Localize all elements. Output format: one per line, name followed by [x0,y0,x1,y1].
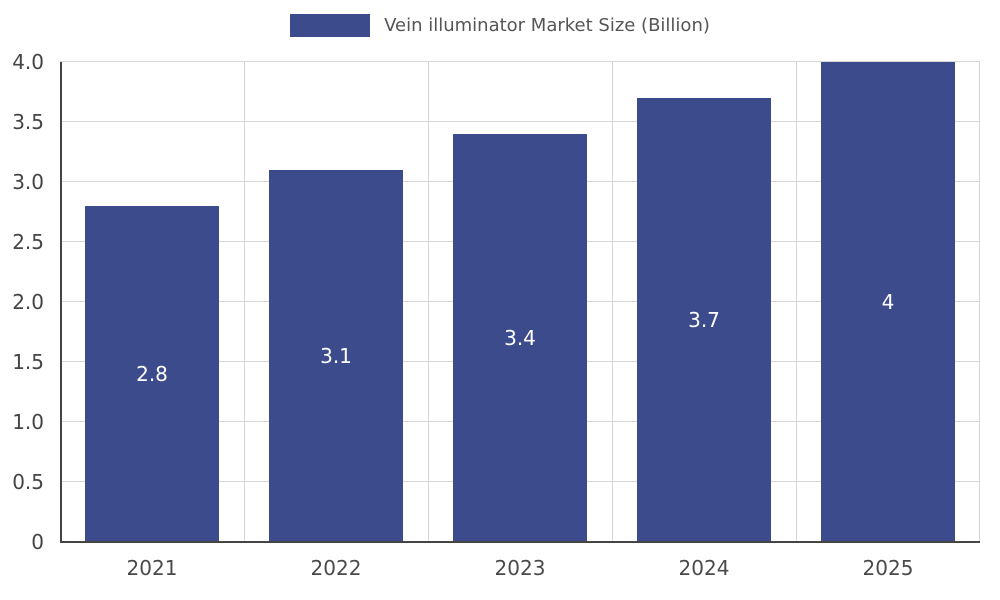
y-tick-label: 4.0 [12,50,44,74]
bar-2021: 2.8 [85,206,219,542]
y-tick-label: 3.5 [12,110,44,134]
x-tick-label: 2024 [678,556,730,580]
y-axis: 0 0.5 1.0 1.5 2.0 2.5 3.0 3.5 4.0 [0,50,56,558]
bar-value-label: 4 [881,290,895,314]
x-tick-label: 2021 [126,556,178,580]
y-tick-label: 0.5 [12,470,44,494]
y-tick-label: 1.0 [12,410,44,434]
v-gridline [612,62,613,542]
legend-label: Vein illuminator Market Size (Billion) [384,15,710,36]
v-gridline [796,62,797,542]
plot-area: 2.8 3.1 3.4 3.7 4 [60,61,980,543]
y-tick-label: 2.5 [12,230,44,254]
h-gridline [60,121,980,122]
bar-2024: 3.7 [637,98,771,542]
x-tick-label: 2022 [310,556,362,580]
x-tick-label: 2025 [862,556,914,580]
y-tick-label: 2.0 [12,290,44,314]
bar-value-label: 3.1 [320,344,352,368]
bar-value-label: 3.7 [688,308,720,332]
bar-value-label: 2.8 [136,362,168,386]
bar-2022: 3.1 [269,170,403,542]
legend-swatch [290,14,371,37]
bar-2023: 3.4 [453,134,587,542]
v-gridline [428,62,429,542]
plot-right-border [979,62,980,542]
y-tick-label: 3.0 [12,170,44,194]
y-axis-line [60,62,62,542]
x-axis-line [60,541,980,543]
legend: Vein illuminator Market Size (Billion) [0,14,1000,37]
v-gridline [244,62,245,542]
y-tick-label: 0 [31,530,44,554]
h-gridline [60,61,980,62]
y-tick-label: 1.5 [12,350,44,374]
bar-value-label: 3.4 [504,326,536,350]
x-tick-label: 2023 [494,556,546,580]
x-axis: 2021 2022 2023 2024 2025 [60,556,980,580]
bar-2025: 4 [821,62,955,542]
